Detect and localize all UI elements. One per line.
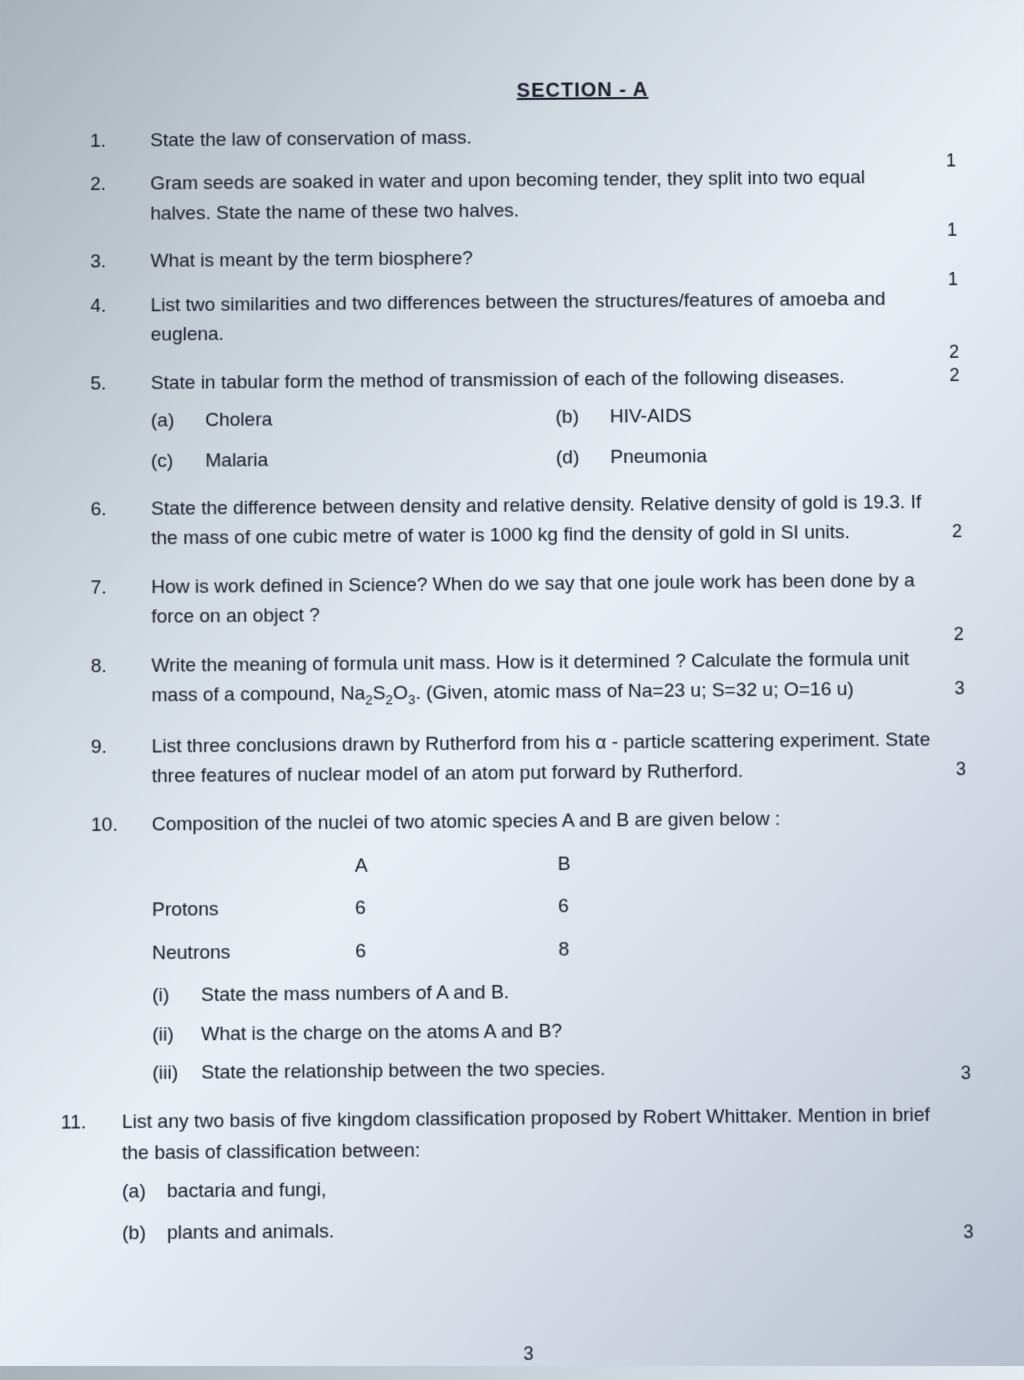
roman-text: State the mass numbers of A and B. bbox=[201, 978, 509, 1011]
table-cell bbox=[152, 851, 355, 883]
table-cell: 6 bbox=[558, 890, 761, 922]
option-text: HIV-AIDS bbox=[610, 402, 692, 433]
roman-label: (i) bbox=[152, 981, 201, 1012]
question-text: Gram seeds are soaked in water and upon … bbox=[150, 163, 957, 229]
q8-sub1: 2 bbox=[365, 692, 373, 707]
option-d: (d) Pneumonia bbox=[556, 439, 961, 472]
question-text: What is meant by the term biosphere? bbox=[150, 240, 957, 277]
question-number: 5. bbox=[90, 369, 106, 399]
option-label: (b) bbox=[122, 1218, 167, 1249]
question-text: Write the meaning of formula unit mass. … bbox=[151, 644, 965, 713]
roman-label: (iii) bbox=[152, 1058, 201, 1089]
roman-text: What is the charge on the atoms A and B? bbox=[201, 1016, 562, 1050]
option-a: (a) bactaria and fungi, bbox=[122, 1170, 973, 1208]
table-cell: 8 bbox=[558, 933, 761, 965]
table-row: Protons 6 6 bbox=[152, 888, 968, 926]
option-a: (a) Cholera bbox=[151, 403, 556, 436]
option-text: Cholera bbox=[205, 405, 272, 435]
question-1: 1. State the law of conservation of mass… bbox=[90, 119, 956, 156]
option-label: (a) bbox=[151, 406, 181, 436]
question-marks: 3 bbox=[960, 1059, 971, 1088]
question-marks: 3 bbox=[954, 674, 965, 703]
table-header-row: A B bbox=[152, 846, 968, 883]
option-text: Pneumonia bbox=[610, 441, 707, 472]
option-text: plants and animals. bbox=[167, 1216, 334, 1248]
question-text: State the law of conservation of mass. bbox=[150, 119, 956, 156]
q10-subquestions: (i) State the mass numbers of A and B. (… bbox=[152, 974, 971, 1089]
question-text: State the difference between density and… bbox=[151, 487, 962, 554]
option-label: (b) bbox=[555, 403, 585, 433]
question-marks: 3 bbox=[963, 1219, 974, 1248]
question-number: 7. bbox=[91, 573, 107, 603]
question-text: List two similarities and two difference… bbox=[151, 284, 959, 350]
question-text: Composition of the nuclei of two atomic … bbox=[152, 803, 967, 840]
question-marks: 2 bbox=[949, 361, 960, 389]
question-number: 6. bbox=[91, 495, 107, 525]
question-7: 7. How is work defined in Science? When … bbox=[91, 565, 964, 633]
roman-text: State the relationship between the two s… bbox=[201, 1054, 605, 1088]
table-row-label: Protons bbox=[152, 894, 355, 926]
subquestion-ii: (ii) What is the charge on the atoms A a… bbox=[152, 1012, 970, 1050]
q10-table: A B Protons 6 6 Neutrons 6 8 bbox=[152, 846, 969, 969]
question-marks: 3 bbox=[956, 755, 967, 784]
question-5: 5. State in tabular form the method of t… bbox=[90, 361, 961, 476]
question-11: 11. List any two basis of five kingdom c… bbox=[61, 1100, 974, 1249]
page-number: 3 bbox=[523, 1343, 533, 1365]
question-number: 8. bbox=[91, 651, 107, 681]
q8-text-post: . (Given, atomic mass of Na=23 u; S=32 u… bbox=[415, 679, 854, 704]
roman-label: (ii) bbox=[152, 1019, 201, 1050]
question-text: List three conclusions drawn by Rutherfo… bbox=[152, 724, 967, 792]
option-text: Malaria bbox=[205, 445, 268, 475]
q11-options: (a) bactaria and fungi, (b) plants and a… bbox=[122, 1170, 974, 1249]
question-5-options: (a) Cholera (b) HIV-AIDS (c) Malaria (d)… bbox=[151, 399, 961, 476]
question-3: 3. What is meant by the term biosphere? … bbox=[90, 240, 958, 277]
table-row: Neutrons 6 8 bbox=[152, 931, 969, 969]
question-9: 9. List three conclusions drawn by Ruthe… bbox=[91, 724, 966, 792]
table-cell: 6 bbox=[355, 935, 558, 967]
table-cell: 6 bbox=[355, 892, 558, 924]
table-header-a: A bbox=[355, 849, 558, 881]
exam-page: SECTION - A 1. State the law of conserva… bbox=[30, 36, 1024, 1380]
question-number: 10. bbox=[91, 811, 118, 841]
question-text: How is work defined in Science? When do … bbox=[151, 565, 963, 632]
question-text: List any two basis of five kingdom class… bbox=[122, 1100, 972, 1169]
question-10: 10. Composition of the nuclei of two ato… bbox=[91, 803, 971, 1089]
q8-sub2: 2 bbox=[385, 692, 393, 707]
question-number: 3. bbox=[90, 248, 106, 278]
table-row-label: Neutrons bbox=[152, 936, 355, 968]
option-c: (c) Malaria bbox=[151, 443, 556, 476]
subquestion-i: (i) State the mass numbers of A and B. bbox=[152, 974, 970, 1012]
section-heading: SECTION - A bbox=[90, 76, 955, 107]
option-text: bactaria and fungi, bbox=[167, 1175, 327, 1207]
question-number: 2. bbox=[90, 170, 106, 200]
question-number: 9. bbox=[91, 732, 107, 762]
option-b: (b) plants and animals. bbox=[122, 1211, 974, 1249]
subquestion-iii: (iii) State the relationship between the… bbox=[152, 1051, 971, 1089]
question-number: 4. bbox=[90, 291, 106, 321]
question-number: 11. bbox=[61, 1108, 87, 1139]
option-label: (d) bbox=[556, 442, 587, 472]
question-2: 2. Gram seeds are soaked in water and up… bbox=[90, 163, 957, 230]
question-6: 6. State the difference between density … bbox=[91, 487, 963, 554]
option-b: (b) HIV-AIDS bbox=[555, 399, 960, 432]
question-number: 1. bbox=[90, 127, 106, 157]
question-text: State in tabular form the method of tran… bbox=[151, 361, 960, 398]
q8-sub3: 3 bbox=[408, 692, 416, 707]
q8-mid1: S bbox=[373, 683, 386, 705]
question-marks: 2 bbox=[952, 518, 963, 546]
option-label: (a) bbox=[122, 1177, 167, 1208]
table-header-b: B bbox=[558, 848, 761, 880]
option-label: (c) bbox=[151, 446, 181, 476]
question-4: 4. List two similarities and two differe… bbox=[90, 284, 959, 351]
question-8: 8. Write the meaning of formula unit mas… bbox=[91, 644, 965, 714]
q8-mid2: O bbox=[393, 683, 408, 705]
